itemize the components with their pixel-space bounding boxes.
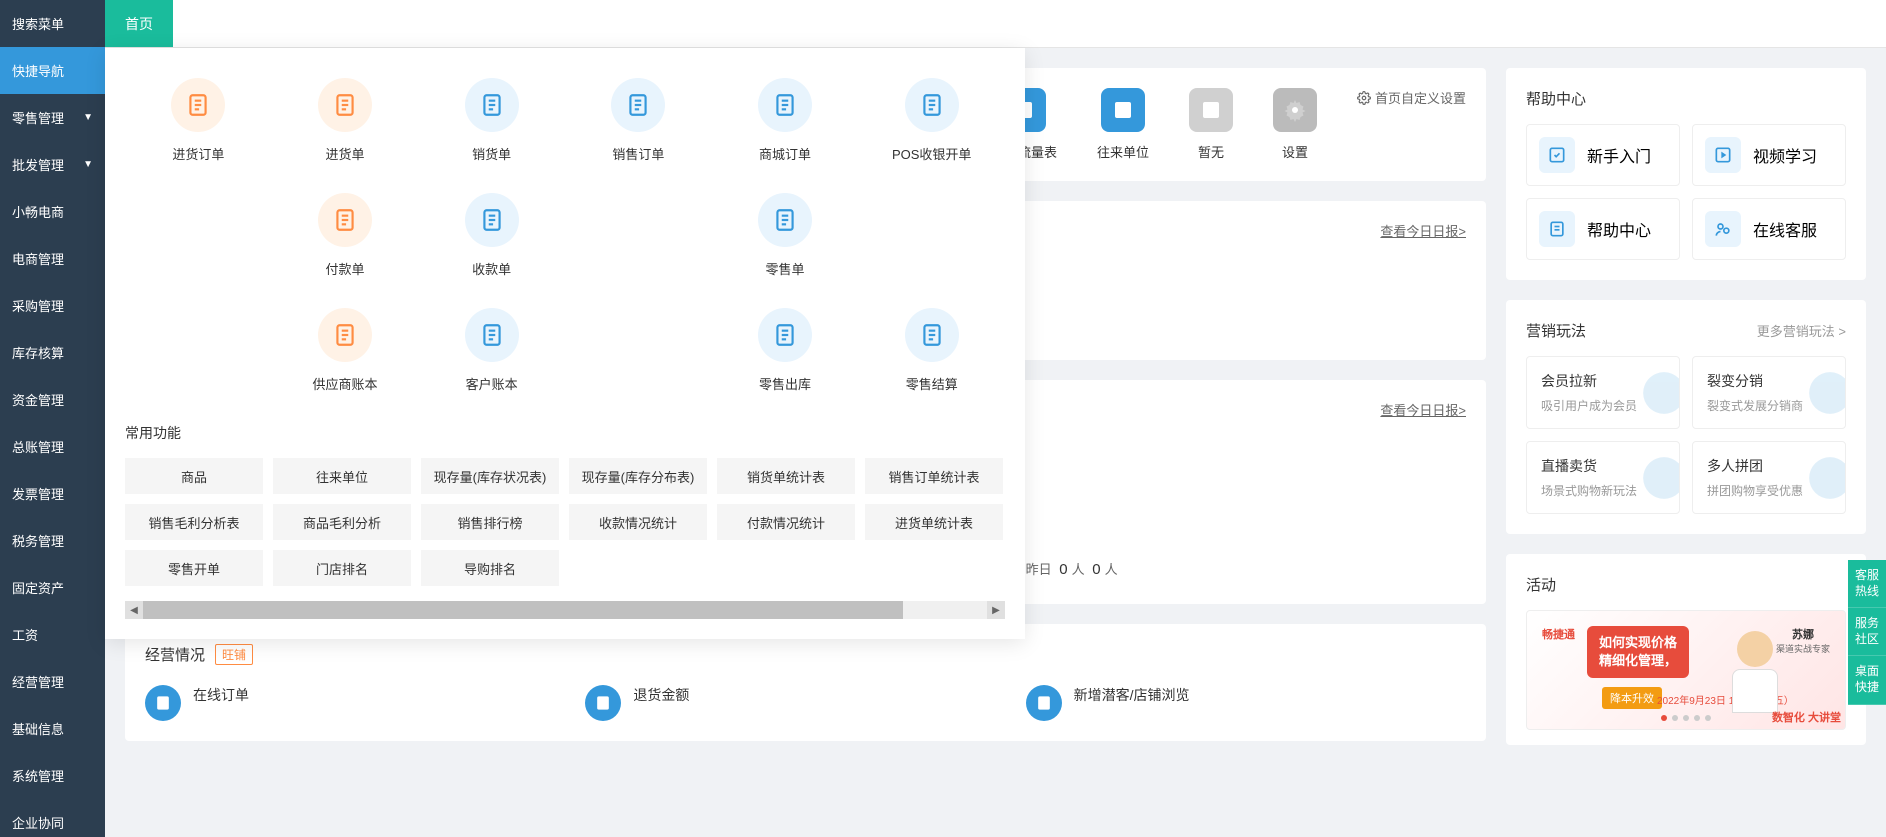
side-tab[interactable]: 服务社区 [1848,608,1886,656]
help-item[interactable]: 在线客服 [1692,198,1846,260]
marketing-item[interactable]: 裂变分销裂变式发展分销商 [1692,356,1846,429]
sidebar-item-6[interactable]: 采购管理 [0,282,105,329]
sidebar-item-16[interactable]: 系统管理 [0,752,105,799]
sidebar-item-14[interactable]: 经营管理 [0,658,105,705]
stat-line: 昨日 0人 0人 [1026,559,1466,584]
shortcut-item[interactable]: 设置 [1273,88,1317,161]
tab-bar: 首页 [105,0,1886,48]
flow-node[interactable]: 销售订单 [565,78,712,163]
biz-item: 退货金额 [585,685,1025,721]
sidebar-item-13[interactable]: 工资 [0,611,105,658]
marketing-panel: 营销玩法 更多营销玩法 > 会员拉新吸引用户成为会员裂变分销裂变式发展分销商直播… [1506,300,1866,534]
sidebar: 搜索菜单快捷导航零售管理▼批发管理▼小畅电商电商管理采购管理库存核算资金管理总账… [0,0,105,837]
common-function-button[interactable]: 门店排名 [273,550,411,586]
common-function-button[interactable]: 零售开单 [125,550,263,586]
biz-item: 新增潜客/店铺浏览 [1026,685,1466,721]
help-icon [1705,137,1741,173]
flow-node[interactable]: 商城订单 [712,78,859,163]
sidebar-item-10[interactable]: 发票管理 [0,470,105,517]
sidebar-item-1[interactable]: 快捷导航 [0,47,105,94]
quick-nav-popover: 进货订单进货单销货单销售订单商城订单POS收银开单付款单收款单 零售单供应商账本客… [105,48,1025,639]
common-function-button[interactable]: 销货单统计表 [717,458,855,494]
common-function-button[interactable]: 现存量(库存状况表) [421,458,559,494]
sidebar-item-4[interactable]: 小畅电商 [0,188,105,235]
sidebar-item-5[interactable]: 电商管理 [0,235,105,282]
flow-node[interactable]: 进货订单 [125,78,272,163]
common-function-button[interactable]: 现存量(库存分布表) [569,458,707,494]
banner-speaker: 苏娜 渠道实战专家 [1776,626,1830,655]
help-item[interactable]: 新手入门 [1526,124,1680,186]
common-function-button[interactable]: 销售排行榜 [421,504,559,540]
flow-node[interactable]: 销货单 [418,78,565,163]
tab-home[interactable]: 首页 [105,0,173,47]
sidebar-item-3[interactable]: 批发管理▼ [0,141,105,188]
customize-home-link[interactable]: 首页自定义设置 [1357,88,1466,107]
common-function-button[interactable]: 销售毛利分析表 [125,504,263,540]
common-function-button[interactable]: 商品毛利分析 [273,504,411,540]
activity-banner[interactable]: 畅捷通 如何实现价格精细化管理， 降本升效 2022年9月23日 14:00（周… [1526,610,1846,730]
sidebar-item-17[interactable]: 企业协同 [0,799,105,837]
help-icon [1539,211,1575,247]
sidebar-item-9[interactable]: 总账管理 [0,423,105,470]
gear-icon [1357,91,1371,105]
sidebar-item-11[interactable]: 税务管理 [0,517,105,564]
sidebar-item-2[interactable]: 零售管理▼ [0,94,105,141]
marketing-item[interactable]: 直播卖货场景式购物新玩法 [1526,441,1680,514]
business-badge: 旺铺 [215,644,253,665]
side-tab[interactable]: 客服热线 [1848,560,1886,608]
shortcut-item[interactable]: 暂无 [1189,88,1233,161]
banner-corner: 数智化 大讲堂 [1768,705,1845,729]
common-function-button[interactable]: 付款情况统计 [717,504,855,540]
marketing-item[interactable]: 会员拉新吸引用户成为会员 [1526,356,1680,429]
business-title: 经营情况 [145,644,205,665]
banner-headline: 如何实现价格精细化管理， [1587,626,1689,678]
marketing-more-link[interactable]: 更多营销玩法 > [1757,321,1846,340]
flow-node[interactable]: 客户账本 [418,308,565,393]
banner-sub: 降本升效 [1602,687,1662,709]
activity-title: 活动 [1526,574,1556,595]
common-function-button[interactable]: 往来单位 [273,458,411,494]
activity-panel: 活动 畅捷通 如何实现价格精细化管理， 降本升效 2022年9月23日 14:0… [1506,554,1866,745]
marketing-item[interactable]: 多人拼团拼团购物享受优惠 [1692,441,1846,514]
sidebar-item-8[interactable]: 资金管理 [0,376,105,423]
marketing-title: 营销玩法 [1526,320,1586,341]
scroll-track[interactable] [143,601,987,619]
flow-node[interactable]: POS收银开单 [858,78,1005,163]
shortcut-item[interactable]: 往来单位 [1097,88,1149,161]
sidebar-item-7[interactable]: 库存核算 [0,329,105,376]
flow-node[interactable]: 零售单 [712,193,859,278]
flow-node[interactable]: 进货单 [272,78,419,163]
common-function-button[interactable]: 销售订单统计表 [865,458,1003,494]
help-icon [1705,211,1741,247]
flow-node[interactable]: 零售出库 [712,308,859,393]
flow-node[interactable]: 付款单 [272,193,419,278]
help-title: 帮助中心 [1526,88,1586,109]
common-function-button[interactable]: 进货单统计表 [865,504,1003,540]
sidebar-item-0[interactable]: 搜索菜单 [0,0,105,47]
daily-report-link[interactable]: 查看今日日报> [1380,400,1466,419]
common-function-button[interactable]: 商品 [125,458,263,494]
daily-report-link[interactable]: 查看今日日报> [1380,221,1466,240]
help-panel: 帮助中心 新手入门视频学习帮助中心在线客服 [1506,68,1866,280]
scroll-right-icon[interactable]: ▶ [987,601,1005,619]
help-item[interactable]: 视频学习 [1692,124,1846,186]
help-icon [1539,137,1575,173]
flow-node[interactable]: 零售结算 [858,308,1005,393]
common-function-button[interactable]: 收款情况统计 [569,504,707,540]
help-item[interactable]: 帮助中心 [1526,198,1680,260]
common-function-button[interactable]: 导购排名 [421,550,559,586]
flow-node[interactable]: 供应商账本 [272,308,419,393]
sidebar-item-12[interactable]: 固定资产 [0,564,105,611]
carousel-dots[interactable] [1661,715,1711,721]
side-tab[interactable]: 桌面快捷 [1848,656,1886,704]
biz-item: 在线订单 [145,685,585,721]
sidebar-item-15[interactable]: 基础信息 [0,705,105,752]
business-card: 经营情况 旺铺 在线订单退货金额新增潜客/店铺浏览 [125,624,1486,741]
flow-node[interactable]: 收款单 [418,193,565,278]
scroll-left-icon[interactable]: ◀ [125,601,143,619]
